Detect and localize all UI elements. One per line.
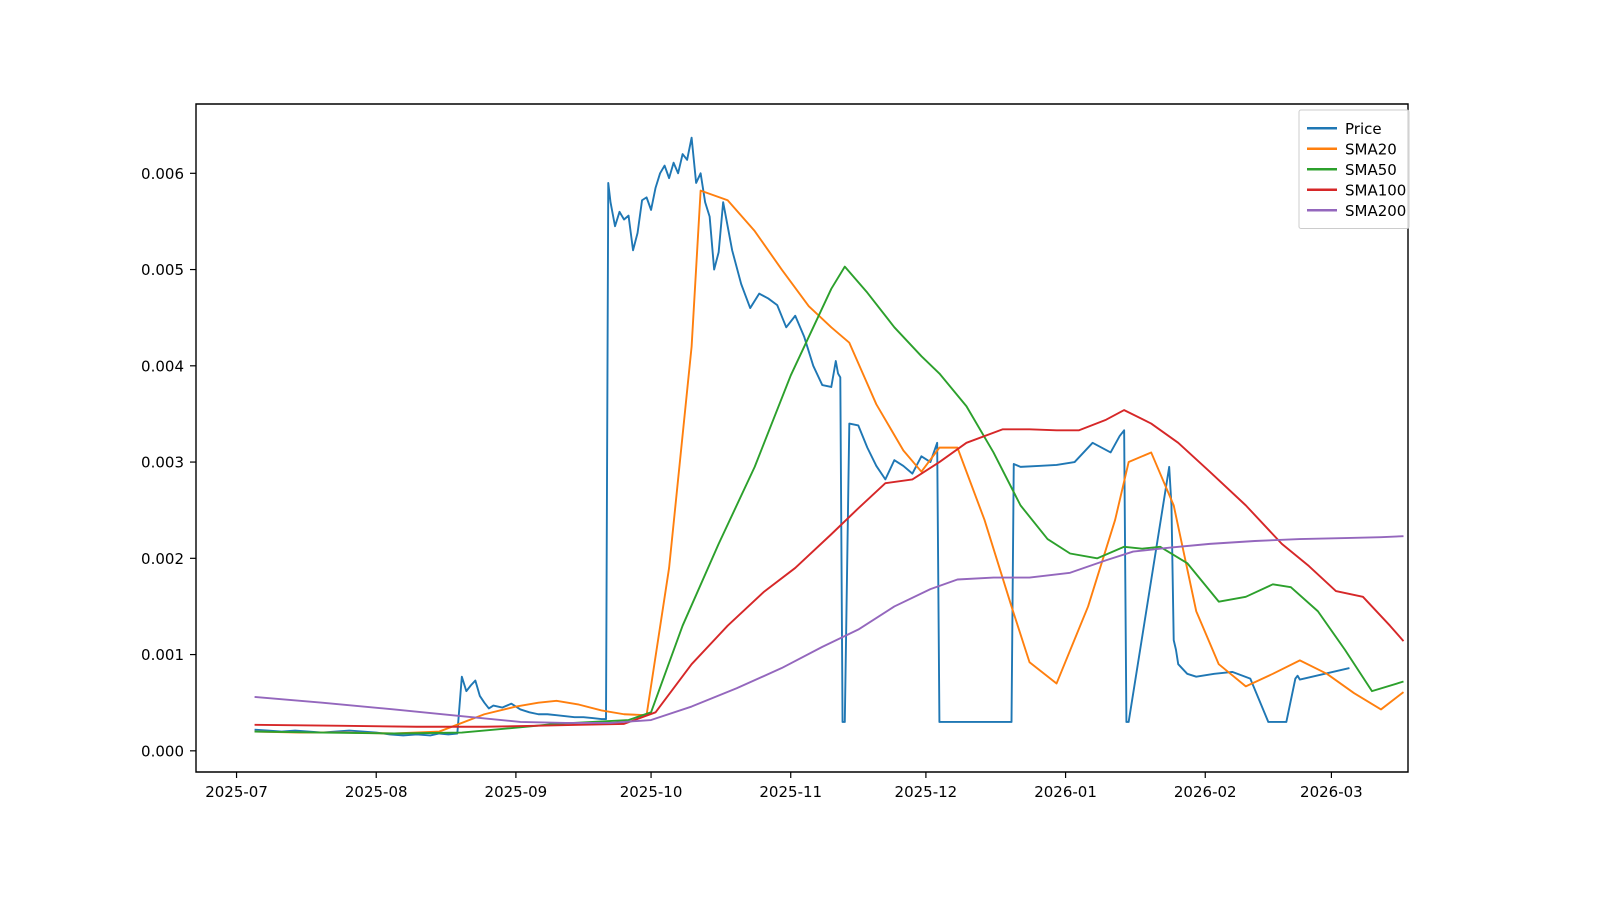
series-lines xyxy=(254,136,1405,737)
x-tick-label: 2025-09 xyxy=(485,783,548,801)
axes-background xyxy=(196,104,1408,772)
x-tick-label: 2026-03 xyxy=(1300,783,1363,801)
legend-label-price[interactable]: Price xyxy=(1345,120,1382,138)
plot-area: 0.000 0.001 0.002 0.003 0.004 0.005 0.006 2025… xyxy=(141,103,1409,801)
series-line-sma50 xyxy=(254,265,1404,735)
series-line-price xyxy=(254,136,1350,737)
series-line-sma200 xyxy=(254,535,1404,724)
y-tick-label: 0.000 xyxy=(141,742,184,760)
legend-label-sma20[interactable]: SMA20 xyxy=(1345,140,1397,158)
y-axis-ticks: 0.000 0.001 0.002 0.003 0.004 0.005 0.006 xyxy=(141,165,196,760)
legend-label-sma50[interactable]: SMA50 xyxy=(1345,161,1397,179)
chart-legend[interactable]: Price SMA20 SMA50 SMA100 SMA200 xyxy=(1298,109,1410,229)
axes-spines xyxy=(195,103,1409,773)
x-tick-label: 2026-01 xyxy=(1034,783,1097,801)
y-tick-label: 0.005 xyxy=(141,261,184,279)
x-tick-label: 2025-08 xyxy=(345,783,408,801)
x-axis-ticks: 2025-07 2025-08 2025-09 2025-10 2025-11 2025-… xyxy=(205,772,1363,801)
y-tick-label: 0.004 xyxy=(141,357,184,375)
x-tick-label: 2026-02 xyxy=(1174,783,1237,801)
y-tick-label: 0.002 xyxy=(141,550,184,568)
legend-label-sma200[interactable]: SMA200 xyxy=(1345,202,1406,220)
y-tick-label: 0.003 xyxy=(141,454,184,472)
x-tick-label: 2025-11 xyxy=(759,783,822,801)
series-line-sma100 xyxy=(254,409,1405,728)
x-tick-label: 2025-07 xyxy=(205,783,268,801)
x-tick-label: 2025-12 xyxy=(895,783,958,801)
y-tick-label: 0.001 xyxy=(141,646,184,664)
series-line-sma20 xyxy=(254,189,1405,735)
y-tick-label: 0.006 xyxy=(141,165,184,183)
legend-label-sma100[interactable]: SMA100 xyxy=(1345,181,1406,199)
legend-box xyxy=(1298,109,1410,229)
x-tick-label: 2025-10 xyxy=(620,783,683,801)
